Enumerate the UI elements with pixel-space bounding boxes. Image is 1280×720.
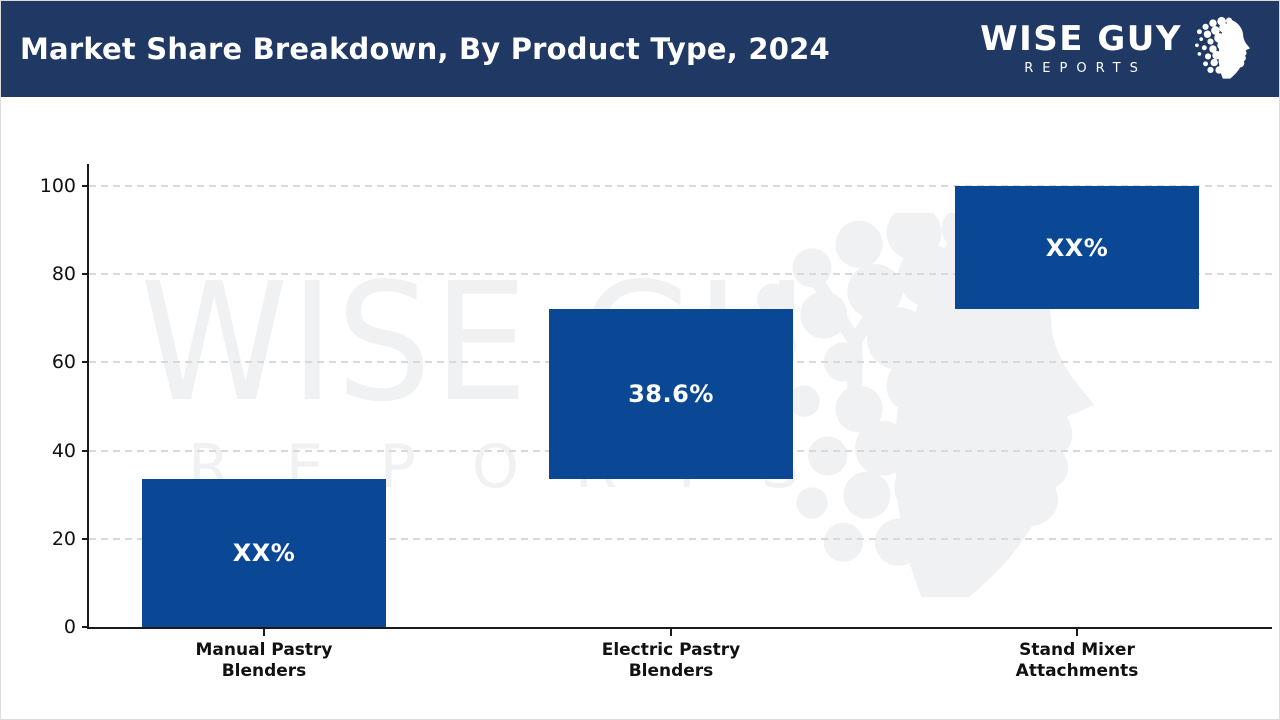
y-tick (82, 361, 89, 364)
category-label: Electric Pastry Blenders (521, 640, 821, 682)
y-tick (82, 273, 89, 276)
bar-segment: XX% (142, 479, 386, 627)
logo-wordmark: WISE GUY REPORTS (980, 22, 1182, 75)
header-bar: Market Share Breakdown, By Product Type,… (0, 0, 1280, 97)
y-tick (82, 185, 89, 187)
y-tick (82, 626, 89, 628)
x-tick (670, 629, 672, 636)
x-tick (263, 629, 265, 636)
gridline-y80 (89, 273, 1272, 276)
y-tick-label: 40 (51, 439, 76, 462)
y-tick-label: 60 (51, 351, 76, 374)
logo-wordmark-sub: REPORTS (1024, 61, 1147, 76)
category-label-line: Electric Pastry (601, 640, 741, 660)
logo-wordmark-main: WISE GUY (980, 19, 1182, 59)
category-label-line: Blenders (628, 661, 714, 681)
bar-value-label: XX% (232, 539, 296, 568)
brand-logo: WISE GUY REPORTS (980, 0, 1266, 97)
y-tick-label: 100 (39, 175, 76, 197)
y-tick (82, 449, 89, 452)
gridline-y100 (89, 185, 1272, 187)
y-tick-label: 0 (63, 616, 76, 638)
logo-head-icon (1195, 16, 1250, 79)
x-tick (1076, 629, 1078, 636)
y-axis-line (87, 163, 89, 627)
category-label: Stand Mixer Attachments (927, 640, 1227, 682)
gridline-y20 (89, 537, 1272, 540)
page-title: Market Share Breakdown, By Product Type,… (20, 31, 830, 66)
bar-value-label: 38.6% (628, 380, 714, 409)
category-label-line: Stand Mixer (1019, 640, 1135, 660)
category-label-line: Manual Pastry (195, 640, 333, 660)
category-label: Manual Pastry Blenders (114, 640, 414, 682)
bar-segment: 38.6% (549, 309, 793, 480)
y-tick (82, 537, 89, 540)
bar-value-label: XX% (1045, 233, 1109, 262)
x-axis-line (87, 627, 1272, 629)
category-label-line: Blenders (221, 661, 307, 681)
category-label-line: Attachments (1015, 661, 1139, 681)
y-tick-label: 20 (51, 527, 76, 550)
bar-segment: XX% (955, 186, 1199, 310)
y-tick-label: 80 (51, 263, 76, 286)
